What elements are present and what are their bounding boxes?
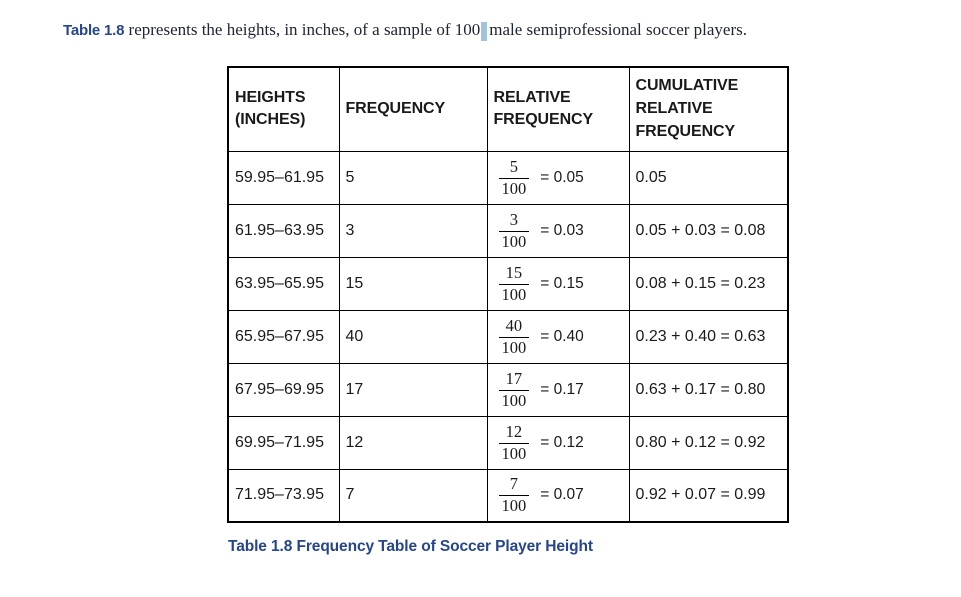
fraction-numerator: 40 <box>498 316 530 338</box>
fraction-result: = 0.05 <box>540 168 584 186</box>
fraction-result: = 0.03 <box>540 221 584 239</box>
fraction-numerator: 15 <box>498 263 530 285</box>
intro-paragraph[interactable]: Table 1.8 represents the heights, in inc… <box>63 18 923 43</box>
cell-heights: 61.95–63.95 <box>227 203 340 258</box>
fraction-numerator: 3 <box>498 210 530 232</box>
cell-heights: 67.95–69.95 <box>227 362 340 417</box>
intro-text-before-caret: represents the heights, in inches, of a … <box>124 20 481 39</box>
fraction-result: = 0.07 <box>540 486 584 504</box>
table-row: 67.95–69.95 17 17 100 = 0.17 0.63 + 0.17… <box>227 362 789 417</box>
fraction: 3 100 <box>498 210 530 251</box>
table-row: 71.95–73.95 7 7 100 = 0.07 0.92 + 0.07 =… <box>227 468 789 523</box>
cell-cumulative: 0.05 + 0.03 = 0.08 <box>628 203 789 258</box>
header-cumulative-relative-frequency: CUMULATIVE RELATIVE FREQUENCY <box>628 66 789 152</box>
cell-frequency: 7 <box>338 468 488 523</box>
fraction: 15 100 <box>498 263 530 304</box>
text-cursor <box>481 22 488 41</box>
table-row: 65.95–67.95 40 40 100 = 0.40 0.23 + 0.40… <box>227 309 789 364</box>
cell-relative-frequency: 15 100 = 0.15 <box>486 256 630 311</box>
cell-relative-frequency: 3 100 = 0.03 <box>486 203 630 258</box>
cell-heights: 65.95–67.95 <box>227 309 340 364</box>
cell-cumulative: 0.80 + 0.12 = 0.92 <box>628 415 789 470</box>
cell-cumulative: 0.92 + 0.07 = 0.99 <box>628 468 789 523</box>
cell-cumulative: 0.23 + 0.40 = 0.63 <box>628 309 789 364</box>
fraction-result: = 0.40 <box>540 327 584 345</box>
fraction-result: = 0.12 <box>540 433 584 451</box>
fraction-result: = 0.15 <box>540 274 584 292</box>
table-caption: Table 1.8 Frequency Table of Soccer Play… <box>228 538 593 555</box>
fraction: 7 100 <box>498 475 530 516</box>
table-row: 63.95–65.95 15 15 100 = 0.15 0.08 + 0.15… <box>227 256 789 311</box>
cell-relative-frequency: 12 100 = 0.12 <box>486 415 630 470</box>
cell-heights: 63.95–65.95 <box>227 256 340 311</box>
cell-cumulative: 0.63 + 0.17 = 0.80 <box>628 362 789 417</box>
fraction-denominator: 100 <box>501 231 527 251</box>
fraction: 17 100 <box>498 369 530 410</box>
fraction-numerator: 5 <box>498 157 530 179</box>
fraction-denominator: 100 <box>501 443 527 463</box>
cell-relative-frequency: 5 100 = 0.05 <box>486 150 630 205</box>
fraction: 5 100 <box>498 157 530 198</box>
fraction-denominator: 100 <box>501 284 527 304</box>
intro-text-after-caret: male semiprofessional soccer players. <box>489 20 748 39</box>
fraction: 12 100 <box>498 422 530 463</box>
fraction-denominator: 100 <box>501 337 527 357</box>
cell-frequency: 17 <box>338 362 488 417</box>
cell-frequency: 5 <box>338 150 488 205</box>
frequency-table: HEIGHTS (INCHES) FREQUENCY RELATIVE FREQ… <box>227 66 789 523</box>
cell-relative-frequency: 17 100 = 0.17 <box>486 362 630 417</box>
table-row: 69.95–71.95 12 12 100 = 0.12 0.80 + 0.12… <box>227 415 789 470</box>
fraction-denominator: 100 <box>501 390 527 410</box>
fraction: 40 100 <box>498 316 530 357</box>
header-frequency: FREQUENCY <box>338 66 488 152</box>
intro-table-ref: Table 1.8 <box>63 22 125 39</box>
cell-frequency: 40 <box>338 309 488 364</box>
cell-relative-frequency: 40 100 = 0.40 <box>486 309 630 364</box>
cell-relative-frequency: 7 100 = 0.07 <box>486 468 630 523</box>
fraction-denominator: 100 <box>501 496 527 516</box>
table-row: 61.95–63.95 3 3 100 = 0.03 0.05 + 0.03 =… <box>227 203 789 258</box>
header-relative-frequency: RELATIVE FREQUENCY <box>486 66 630 152</box>
fraction-result: = 0.17 <box>540 380 584 398</box>
cell-frequency: 15 <box>338 256 488 311</box>
table-row: 59.95–61.95 5 5 100 = 0.05 0.05 <box>227 150 789 205</box>
fraction-numerator: 7 <box>498 475 530 497</box>
cell-cumulative: 0.08 + 0.15 = 0.23 <box>628 256 789 311</box>
cell-heights: 59.95–61.95 <box>227 150 340 205</box>
fraction-numerator: 12 <box>498 422 530 444</box>
cell-frequency: 12 <box>338 415 488 470</box>
cell-cumulative: 0.05 <box>628 150 789 205</box>
header-heights: HEIGHTS (INCHES) <box>227 66 340 152</box>
fraction-numerator: 17 <box>498 369 530 391</box>
fraction-denominator: 100 <box>501 178 527 198</box>
cell-frequency: 3 <box>338 203 488 258</box>
cell-heights: 69.95–71.95 <box>227 415 340 470</box>
cell-heights: 71.95–73.95 <box>227 468 340 523</box>
table-header-row: HEIGHTS (INCHES) FREQUENCY RELATIVE FREQ… <box>227 66 789 152</box>
